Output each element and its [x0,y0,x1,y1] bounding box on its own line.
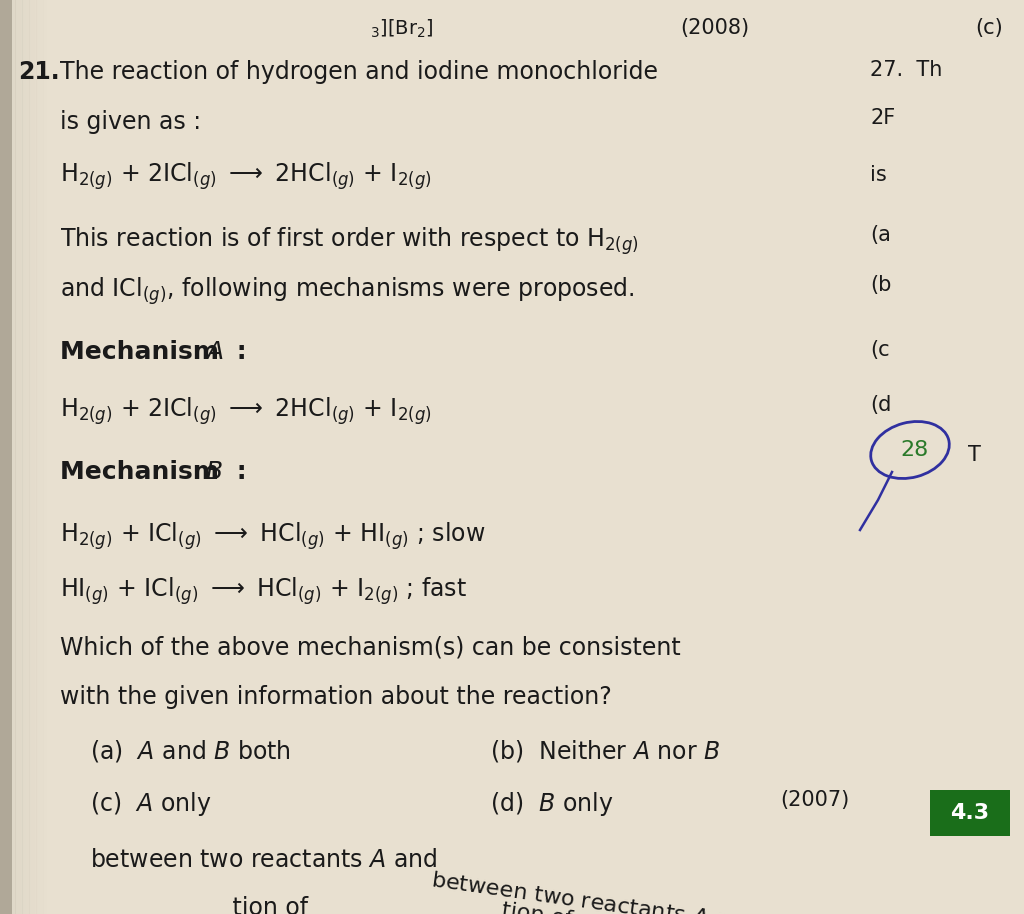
Text: (c)  $A$ only: (c) $A$ only [90,790,211,818]
Text: Which of the above mechanism(s) can be consistent: Which of the above mechanism(s) can be c… [60,635,681,659]
Text: (c: (c [870,340,890,360]
Text: H$_{2(g)}$ + ICl$_{(g)}$ $\longrightarrow$ HCl$_{(g)}$ + HI$_{(g)}$ ; slow: H$_{2(g)}$ + ICl$_{(g)}$ $\longrightarro… [60,520,485,552]
Text: H$_{2(g)}$ + 2ICl$_{(g)}$ $\longrightarrow$ 2HCl$_{(g)}$ + I$_{2(g)}$: H$_{2(g)}$ + 2ICl$_{(g)}$ $\longrightarr… [60,160,432,192]
Text: $_{3}$][Br$_{2}$]: $_{3}$][Br$_{2}$] [370,18,433,40]
FancyBboxPatch shape [23,0,25,914]
Text: Mechanism: Mechanism [60,460,227,484]
FancyBboxPatch shape [12,0,14,914]
FancyBboxPatch shape [25,0,27,914]
Text: This reaction is of first order with respect to H$_{2(g)}$: This reaction is of first order with res… [60,225,639,257]
FancyBboxPatch shape [13,0,15,914]
Text: :: : [228,340,247,364]
Text: 2F: 2F [870,108,895,128]
Text: between two reactants $A$ and: between two reactants $A$ and [430,870,757,914]
Text: 28: 28 [901,440,929,460]
Text: (b: (b [870,275,891,295]
FancyBboxPatch shape [0,0,12,914]
FancyBboxPatch shape [930,790,1010,836]
Text: is: is [870,165,887,185]
Text: 4.3: 4.3 [950,803,989,823]
FancyBboxPatch shape [15,0,17,914]
Text: 21.: 21. [18,60,59,84]
Text: (c): (c) [975,18,1002,38]
Text: :: : [228,460,247,484]
Text: $A$: $A$ [205,340,223,364]
Text: H$_{2(g)}$ + 2ICl$_{(g)}$ $\longrightarrow$ 2HCl$_{(g)}$ + I$_{2(g)}$: H$_{2(g)}$ + 2ICl$_{(g)}$ $\longrightarr… [60,395,432,427]
Text: with the given information about the reaction?: with the given information about the rea… [60,685,611,709]
Text: (b)  Neither $A$ nor $B$: (b) Neither $A$ nor $B$ [490,738,720,764]
Text: HI$_{(g)}$ + ICl$_{(g)}$ $\longrightarrow$ HCl$_{(g)}$ + I$_{2(g)}$ ; fast: HI$_{(g)}$ + ICl$_{(g)}$ $\longrightarro… [60,575,467,607]
Text: 27.  Th: 27. Th [870,60,942,80]
FancyBboxPatch shape [20,0,23,914]
Text: (a: (a [870,225,891,245]
Text: (2007): (2007) [780,790,849,810]
FancyBboxPatch shape [19,0,20,914]
Text: (d)  $B$ only: (d) $B$ only [490,790,613,818]
Text: $B$: $B$ [205,460,222,484]
Text: (2008): (2008) [680,18,750,38]
Text: between two reactants $A$ and: between two reactants $A$ and [90,848,437,872]
Text: tion of: tion of [90,896,308,914]
Text: Mechanism: Mechanism [60,340,227,364]
Text: T: T [968,445,981,465]
Text: and ICl$_{(g)}$, following mechanisms were proposed.: and ICl$_{(g)}$, following mechanisms we… [60,275,635,307]
Text: The reaction of hydrogen and iodine monochloride: The reaction of hydrogen and iodine mono… [60,60,658,84]
FancyBboxPatch shape [17,0,19,914]
Text: tion of: tion of [500,900,573,914]
Text: is given as :: is given as : [60,110,201,134]
Text: (d: (d [870,395,891,415]
Text: (a)  $A$ and $B$ both: (a) $A$ and $B$ both [90,738,291,764]
